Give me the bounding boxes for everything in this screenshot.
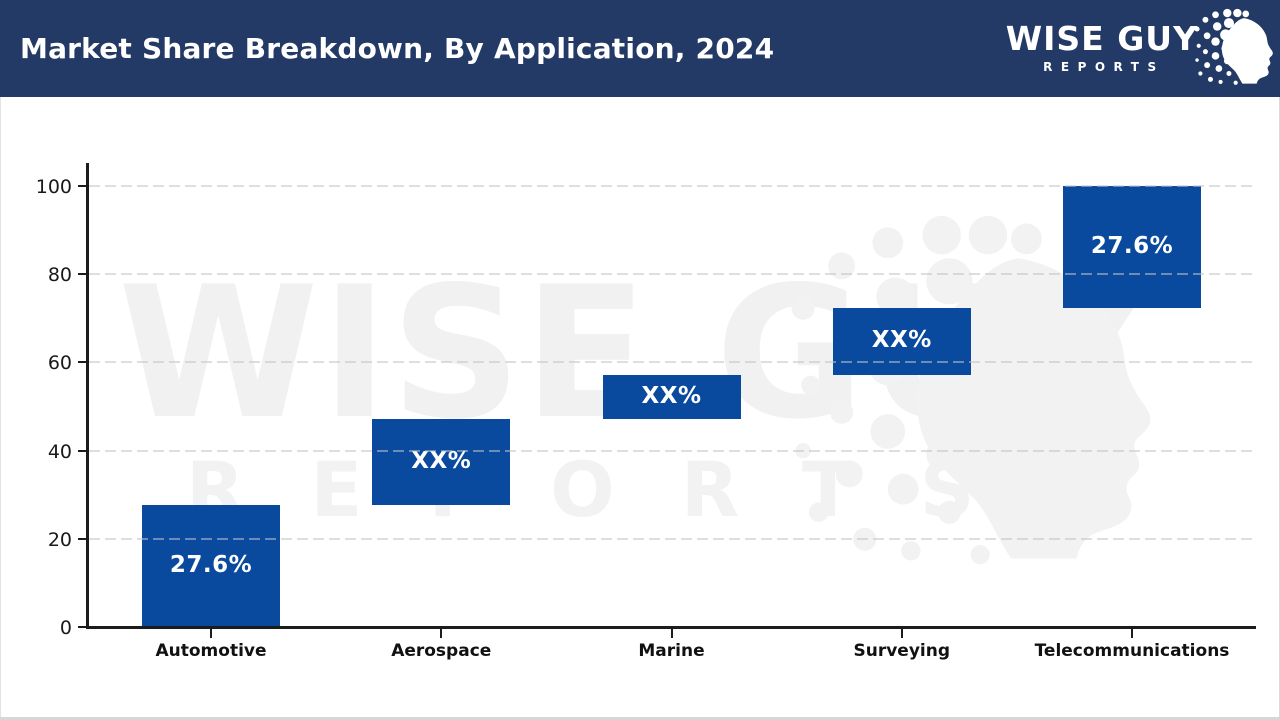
brand-logo: WISE GUY REPORTS	[1006, 6, 1273, 92]
y-tick	[78, 273, 87, 276]
brand-head-icon	[1194, 8, 1273, 85]
bar-value-label: 27.6%	[169, 552, 253, 579]
x-axis-label: Aerospace	[391, 641, 492, 661]
gridline-80	[89, 273, 1255, 276]
y-tick	[78, 537, 87, 540]
x-axis-label: Marine	[638, 641, 705, 661]
y-tick	[78, 361, 87, 364]
bar-telecommunications: 27.6%	[1063, 186, 1201, 308]
x-tick	[900, 629, 903, 638]
y-tick	[78, 449, 87, 452]
x-tick	[440, 629, 443, 638]
bar-surveying: XX%	[832, 307, 971, 375]
y-tick-label: 40	[47, 440, 72, 463]
y-axis-line	[86, 163, 89, 629]
y-tick-label: 100	[35, 176, 72, 198]
bar-aerospace: XX%	[372, 418, 511, 506]
gridline-100	[89, 185, 1255, 187]
x-axis-label: Automotive	[155, 641, 267, 661]
y-tick-label: 20	[47, 528, 72, 551]
brand-name: WISE GUY	[1005, 19, 1198, 58]
bar-value-label: 27.6%	[1090, 232, 1174, 259]
header-bar: Market Share Breakdown, By Application, …	[0, 0, 1280, 97]
brand-subtitle: REPORTS	[1043, 60, 1165, 74]
gridline-20	[89, 537, 1255, 540]
brand-wordmark: WISE GUY REPORTS	[1006, 22, 1198, 74]
x-axis-label: Telecommunications	[1034, 641, 1230, 661]
gridline-60	[89, 361, 1255, 364]
page-title: Market Share Breakdown, By Application, …	[20, 32, 775, 65]
y-tick	[78, 626, 87, 628]
y-tick-label: 60	[47, 352, 72, 375]
bar-value-label: XX%	[641, 382, 702, 409]
y-tick-label: 0	[59, 617, 72, 639]
x-tick	[670, 629, 673, 638]
x-axis-line	[86, 626, 1256, 629]
bar-value-label: XX%	[871, 327, 932, 354]
gridline-40	[89, 449, 1255, 452]
bar-automotive: 27.6%	[142, 505, 280, 627]
bar-value-label: XX%	[411, 448, 472, 475]
y-tick-label: 80	[47, 264, 72, 287]
y-tick	[78, 185, 87, 187]
x-tick	[1131, 629, 1133, 638]
bar-marine: XX%	[602, 374, 741, 419]
x-axis-label: Surveying	[853, 641, 951, 661]
x-tick	[210, 629, 212, 638]
